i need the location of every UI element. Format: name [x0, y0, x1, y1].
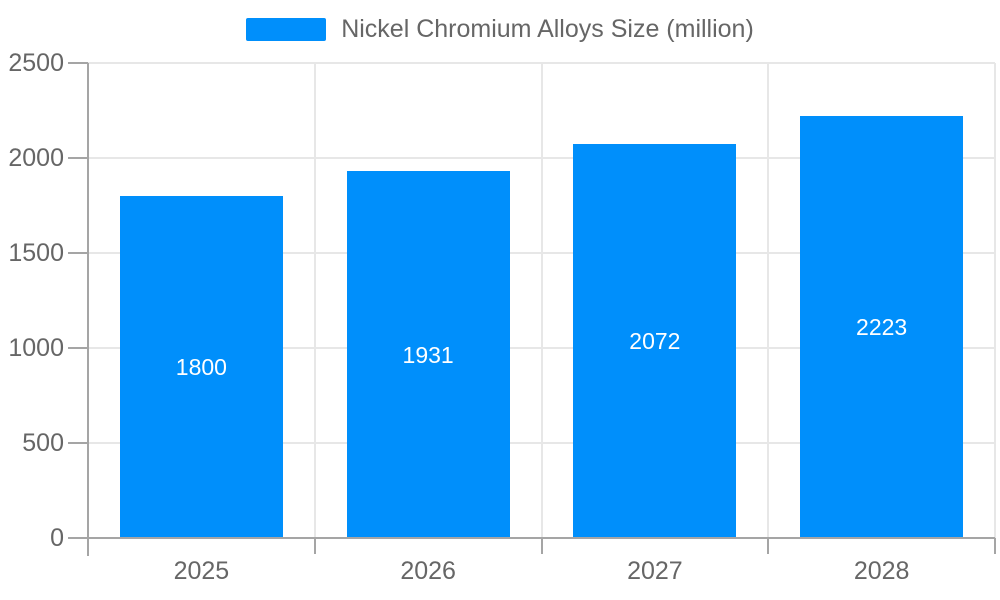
- y-axis-label: 1000: [8, 334, 64, 362]
- y-axis-tick: [68, 62, 88, 64]
- y-axis-tick: [68, 442, 88, 444]
- bar-2028[interactable]: [800, 115, 964, 538]
- x-axis-tick: [994, 538, 996, 554]
- x-axis-label: 2026: [400, 557, 456, 585]
- x-axis-tick: [767, 538, 770, 554]
- y-axis-label: 2500: [8, 49, 64, 77]
- y-axis-tick: [68, 157, 88, 159]
- bar-2026[interactable]: [346, 171, 510, 538]
- x-axis-line: [88, 537, 995, 539]
- bar-value-label: 2223: [856, 313, 908, 340]
- bar-value-label: 1931: [402, 341, 454, 368]
- y-axis-tick: [68, 347, 88, 349]
- bar-2027[interactable]: [573, 144, 737, 538]
- bar-2025[interactable]: [119, 196, 283, 538]
- y-axis-tick: [68, 252, 88, 254]
- x-axis-label: 2025: [173, 557, 230, 585]
- x-axis-tick: [313, 538, 316, 554]
- gridline-vertical: [994, 63, 996, 538]
- legend-swatch: [246, 17, 327, 41]
- y-axis-line: [87, 63, 89, 556]
- gridline-vertical: [540, 63, 543, 538]
- x-axis-label: 2028: [853, 557, 910, 585]
- y-axis-tick: [68, 537, 88, 539]
- y-axis-label: 0: [50, 524, 64, 552]
- legend-label: Nickel Chromium Alloys Size (million): [341, 15, 754, 43]
- bar-value-label: 1800: [175, 354, 227, 380]
- gridline-vertical: [313, 63, 316, 538]
- bar-value-label: 2072: [629, 328, 681, 355]
- x-axis-tick: [540, 538, 543, 554]
- y-axis-label: 500: [22, 429, 64, 457]
- chart-legend[interactable]: Nickel Chromium Alloys Size (million): [0, 14, 1000, 44]
- gridline-vertical: [767, 63, 770, 538]
- x-axis-label: 2027: [627, 557, 683, 585]
- y-axis-label: 1500: [8, 239, 64, 267]
- y-axis-label: 2000: [8, 144, 64, 172]
